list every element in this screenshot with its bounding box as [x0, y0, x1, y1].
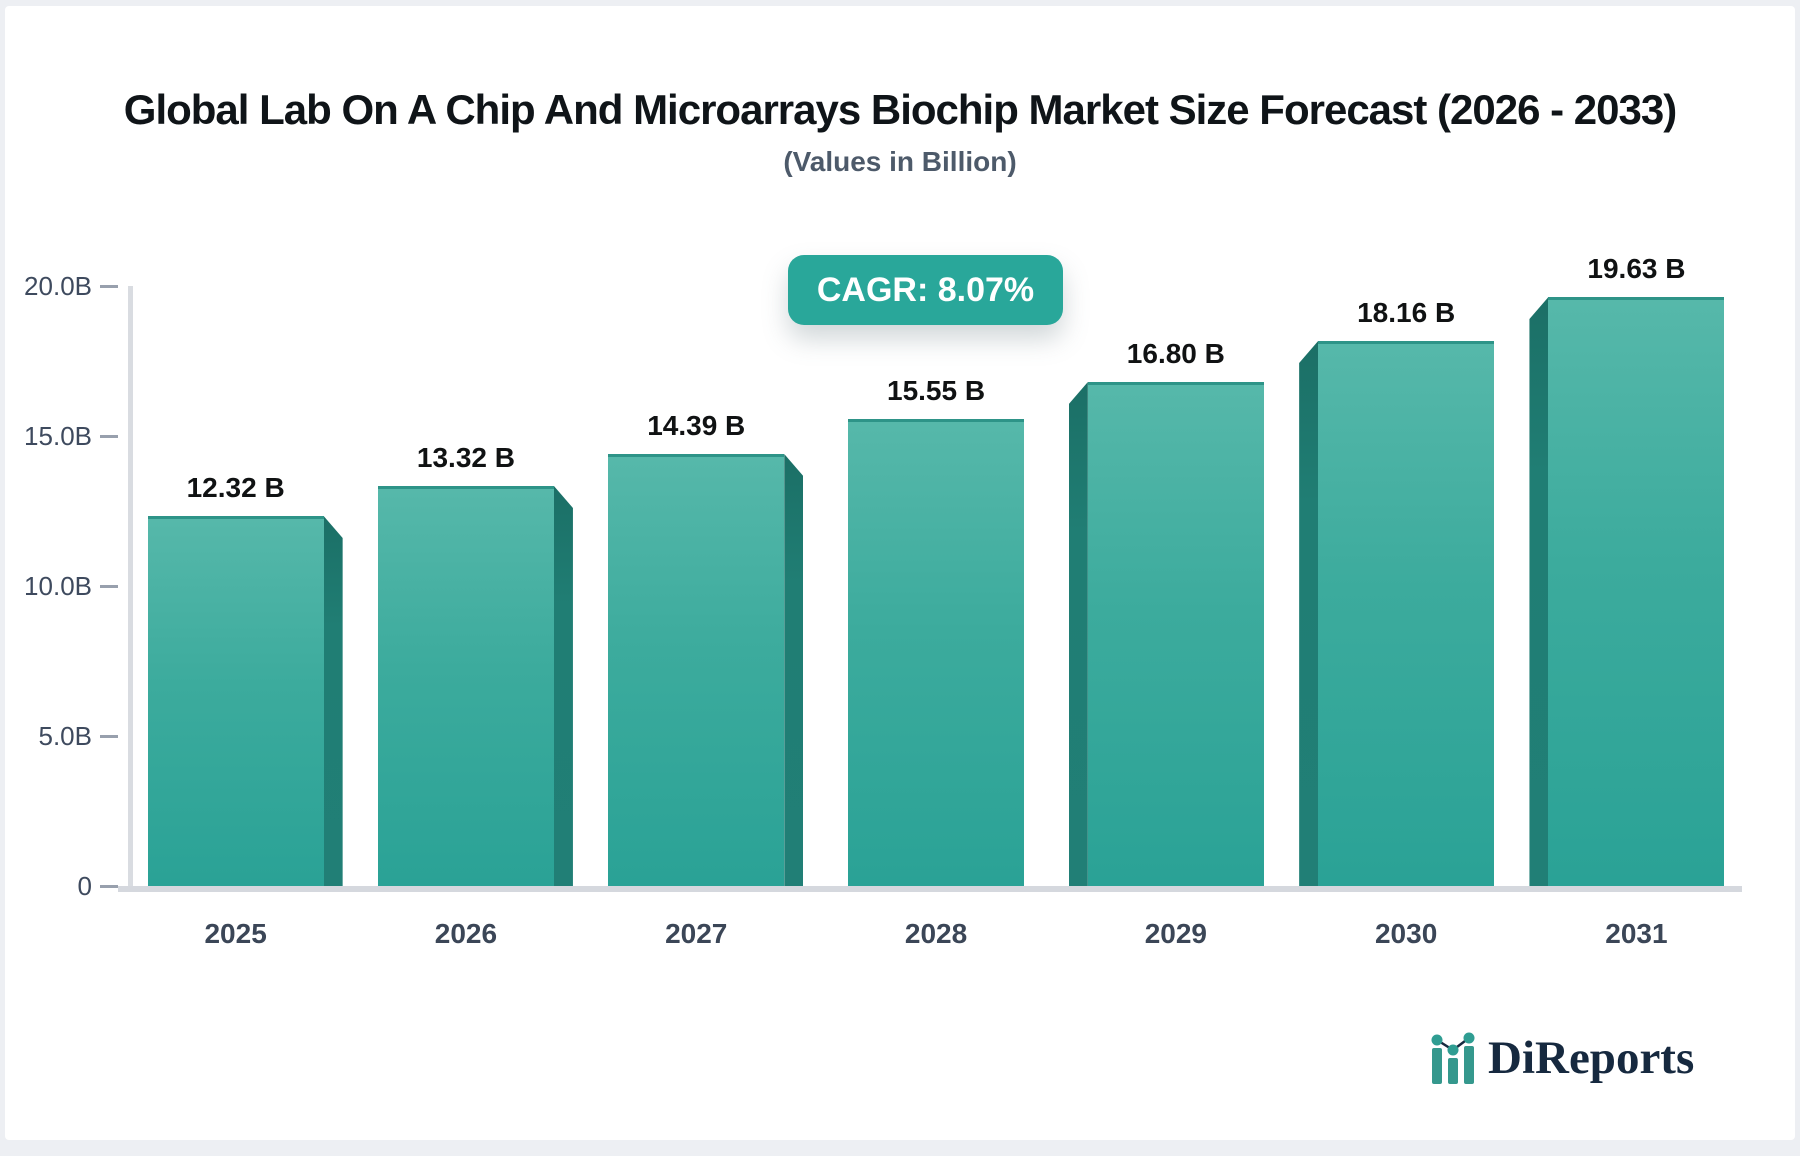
y-axis-label: 5.0B: [38, 721, 93, 751]
bar-2030[interactable]: [1318, 341, 1495, 886]
x-axis-label: 2028: [904, 918, 968, 949]
y-axis-label: 10.0B: [24, 571, 92, 601]
bar-value-label: 19.63 B: [1587, 253, 1686, 284]
y-axis-line: [128, 286, 133, 886]
bar-chart-trend-icon: [1431, 1032, 1475, 1084]
bar-value-label: 18.16 B: [1357, 297, 1456, 328]
bar-side-face: [1529, 297, 1549, 886]
direports-logo[interactable]: DiReports: [1430, 1032, 1694, 1084]
bar-value-label: 16.80 B: [1126, 338, 1225, 369]
y-axis-label: 20.0B: [24, 271, 92, 301]
x-axis-label: 2026: [434, 918, 498, 949]
bar-side-face: [1068, 382, 1088, 886]
cagr-badge: CAGR: 8.07%: [788, 255, 1063, 325]
bar-value-label: 12.32 B: [186, 472, 285, 503]
bar-2027[interactable]: [608, 454, 785, 886]
y-axis-tick: [100, 885, 118, 888]
x-axis-baseline: [118, 886, 1742, 892]
y-axis-tick: [100, 735, 118, 738]
bar-side-face: [784, 454, 804, 886]
y-axis-tick: [100, 285, 118, 288]
bar-value-label: 13.32 B: [416, 442, 515, 473]
y-axis-tick: [100, 435, 118, 438]
x-axis-label: 2029: [1144, 918, 1207, 949]
x-axis-label: 2030: [1374, 918, 1438, 949]
bar-2031[interactable]: [1548, 297, 1725, 886]
chart-subtitle: (Values in Billion): [783, 146, 1017, 177]
bar-2028[interactable]: [848, 419, 1025, 886]
bar-2026[interactable]: [377, 486, 554, 886]
x-axis-label: 2031: [1605, 918, 1668, 949]
bar-2025[interactable]: [147, 516, 324, 886]
x-axis-label: 2027: [665, 918, 728, 949]
cagr-badge-label: CAGR: 8.07%: [816, 270, 1035, 309]
y-axis-label: 0: [77, 871, 92, 901]
bar-side-face: [1299, 341, 1319, 886]
bar-side-face: [323, 516, 343, 886]
y-axis-tick: [100, 585, 118, 588]
bar-2029[interactable]: [1087, 382, 1264, 886]
bar-value-label: 15.55 B: [887, 375, 986, 406]
chart-title: Global Lab On A Chip And Microarrays Bio…: [123, 86, 1677, 133]
bar-value-label: 14.39 B: [647, 410, 746, 441]
y-axis-label: 15.0B: [24, 421, 92, 451]
x-axis-label: 2025: [204, 918, 267, 949]
logo-text: DiReports: [1488, 1032, 1695, 1084]
bar-side-face: [553, 486, 573, 886]
